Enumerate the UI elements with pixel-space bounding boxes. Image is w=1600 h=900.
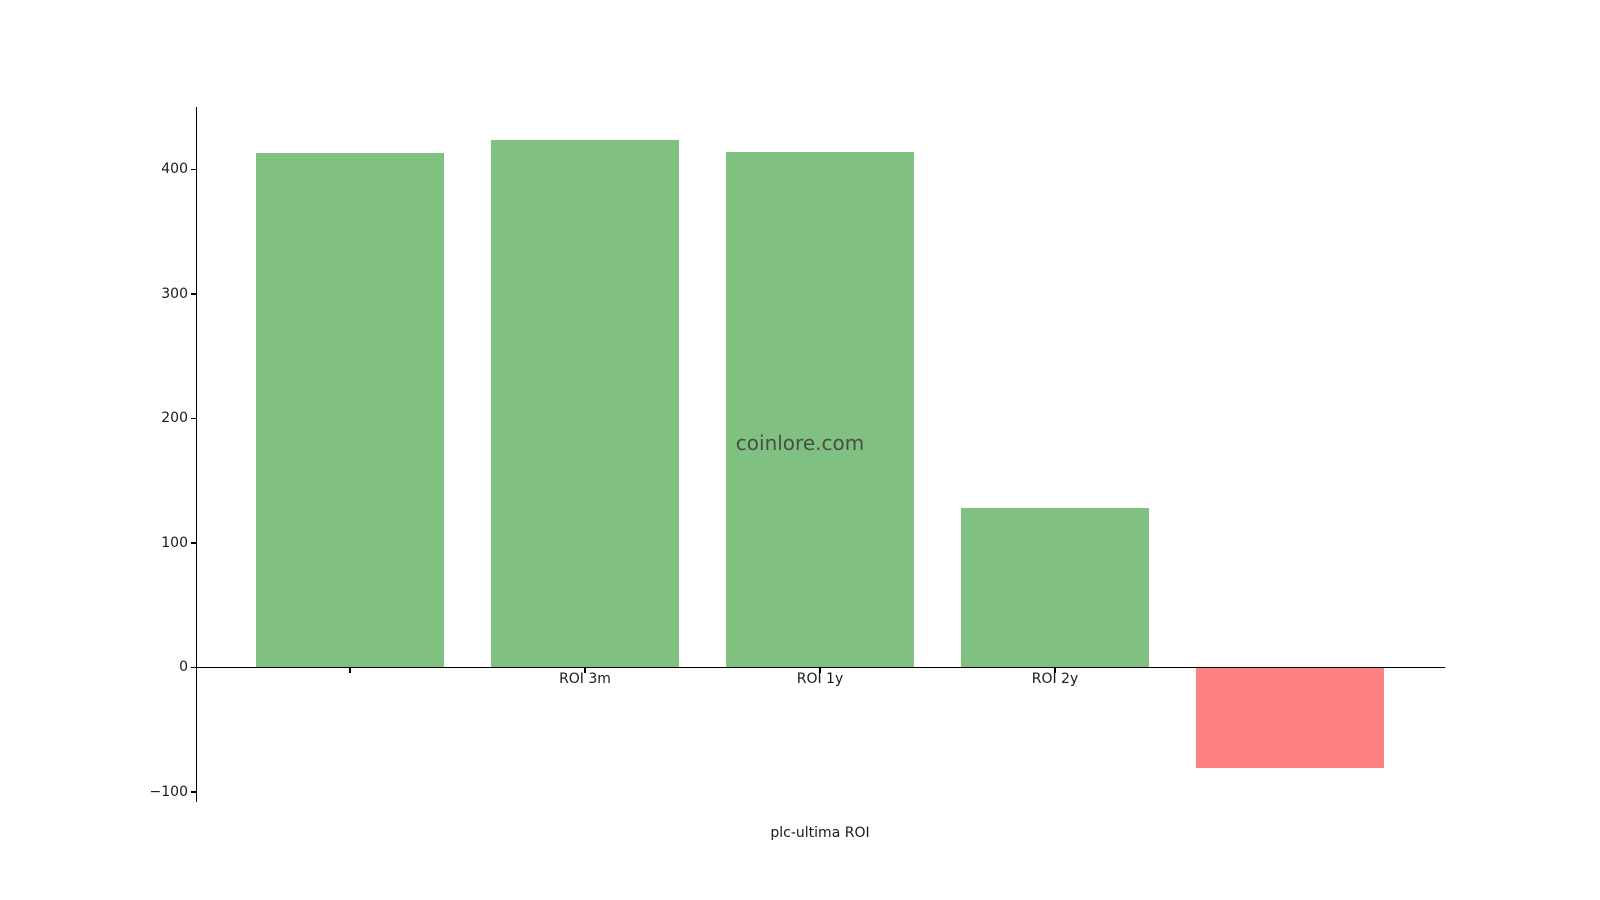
watermark-text: coinlore.com xyxy=(735,431,865,455)
x-axis-title: plc-ultima ROI xyxy=(770,825,870,841)
y-tick-mark xyxy=(191,417,196,420)
bar-roi-1y xyxy=(726,152,914,668)
y-tick-mark xyxy=(191,666,196,669)
y-tick-label: 300 xyxy=(161,285,188,302)
y-axis-line xyxy=(196,107,198,802)
y-tick-mark xyxy=(191,168,196,171)
y-tick-label: 0 xyxy=(179,659,188,675)
bar-roi-2y xyxy=(961,508,1149,668)
x-tick-label: ROI 2y xyxy=(1031,670,1079,687)
x-tick-label: ROI 3m xyxy=(559,670,611,687)
x-tick-mark xyxy=(584,667,586,673)
x-tick-mark xyxy=(1054,667,1056,673)
y-tick-mark xyxy=(191,293,196,295)
y-tick-label: −100 xyxy=(149,783,188,800)
x-tick-label: ROI 1y xyxy=(796,670,844,687)
x-tick-mark xyxy=(819,667,821,673)
y-tick-label: 100 xyxy=(161,534,188,551)
y-tick-label: 200 xyxy=(161,410,188,426)
bar-5 xyxy=(1196,667,1384,769)
y-tick-mark xyxy=(191,791,196,793)
y-tick-mark xyxy=(191,542,196,544)
bar-1 xyxy=(256,153,444,668)
x-tick-mark xyxy=(349,667,351,673)
y-tick-label: 400 xyxy=(161,161,188,177)
bar-roi-3m xyxy=(491,139,679,668)
